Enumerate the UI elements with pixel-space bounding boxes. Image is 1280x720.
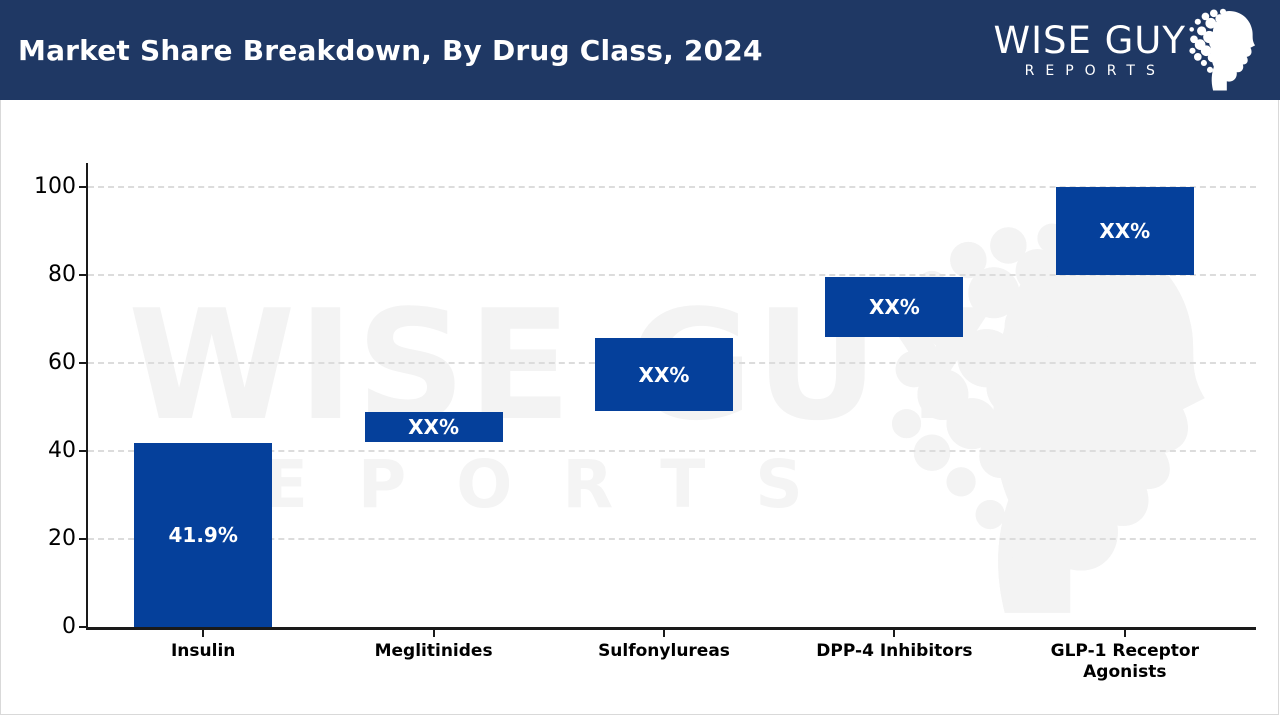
- waterfall-bar-glp-1-receptor-agonists: XX%: [1055, 187, 1194, 275]
- y-axis-tick-mark: [79, 538, 87, 540]
- x-axis-category-label: Insulin: [86, 641, 320, 662]
- logo-wordmark: WISE GUY: [993, 18, 1186, 62]
- x-axis-category-label: Meglitinides: [317, 641, 551, 662]
- wise-guy-reports-logo: WISE GUY REPORTS: [994, 8, 1280, 92]
- logo-text: WISE GUY REPORTS: [994, 22, 1186, 79]
- category-label-text: Sulfonylureas: [598, 641, 730, 661]
- y-axis-tick-label: 60: [48, 350, 76, 375]
- bar-value-label: XX%: [1099, 219, 1151, 243]
- y-axis-tick-mark: [79, 186, 87, 188]
- x-axis-tick-mark: [1123, 629, 1126, 637]
- chart-frame-border: [0, 100, 1279, 715]
- bar-value-label: XX%: [868, 294, 920, 319]
- x-axis-tick-mark: [893, 629, 896, 637]
- category-label-text: Insulin: [170, 641, 236, 661]
- header-banner: Market Share Breakdown, By Drug Class, 2…: [0, 0, 1280, 100]
- gridline: [88, 274, 1256, 276]
- y-axis-tick-label: 80: [48, 262, 76, 287]
- y-axis-tick-mark: [79, 362, 87, 364]
- y-axis-tick-label: 100: [34, 174, 76, 199]
- dotted-head-profile-icon: [1189, 8, 1256, 91]
- y-axis-line: [86, 163, 88, 629]
- y-axis-tick-mark: [79, 626, 87, 628]
- category-label-text: DPP-4 Inhibitors: [816, 641, 973, 661]
- y-axis-tick-label: 40: [48, 438, 76, 463]
- x-axis-category-label: DPP-4 Inhibitors: [777, 641, 1011, 662]
- x-axis-tick-mark: [202, 629, 205, 637]
- bar-value-label: XX%: [408, 415, 460, 440]
- gridline: [88, 186, 1256, 188]
- plot-region: 0 20 40 60 80 100 41.9% Insulin XX% Meglitinides X…: [0, 100, 1280, 720]
- waterfall-bar-insulin: 41.9%: [134, 442, 273, 627]
- gridline: [88, 538, 1256, 540]
- category-label-text: GLP-1 Receptor Agonists: [1050, 641, 1199, 682]
- y-axis-tick-label: 0: [62, 614, 76, 639]
- waterfall-bar-meglitinides: XX%: [364, 412, 503, 443]
- category-label-text: Meglitinides: [374, 641, 493, 661]
- bar-value-label: XX%: [638, 362, 690, 387]
- waterfall-bar-sulfonylureas: XX%: [595, 338, 733, 412]
- x-axis-tick-mark: [432, 629, 435, 637]
- gridline: [88, 450, 1256, 452]
- waterfall-bar-dpp-4-inhibitors: XX%: [825, 277, 964, 337]
- x-axis-category-label: Sulfonylureas: [547, 641, 781, 662]
- chart-canvas: WISE GUY REPORTS: [0, 100, 1280, 720]
- y-axis-tick-mark: [79, 274, 87, 276]
- y-axis-tick-label: 20: [48, 526, 76, 551]
- chart-title: Market Share Breakdown, By Drug Class, 2…: [18, 33, 763, 67]
- x-axis-tick-mark: [663, 629, 665, 637]
- x-axis-category-label: GLP-1 Receptor Agonists: [1008, 641, 1242, 683]
- bar-value-label: 41.9%: [168, 522, 238, 547]
- y-axis-tick-mark: [79, 450, 87, 452]
- logo-subtitle: REPORTS: [1024, 62, 1166, 79]
- x-axis-line: [86, 627, 1256, 630]
